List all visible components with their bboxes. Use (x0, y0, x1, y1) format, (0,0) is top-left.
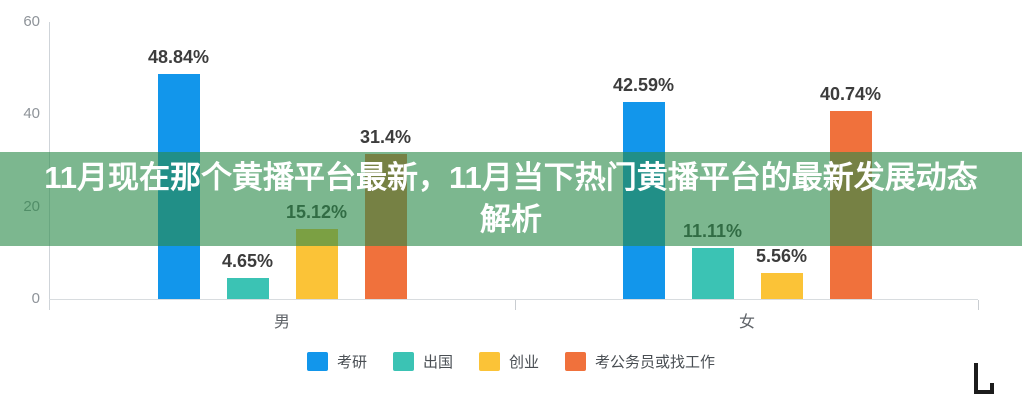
y-axis-tick-label: 40 (23, 105, 40, 123)
bar-value-label: 31.4% (359, 127, 412, 148)
banner-title-line1: 11月现在那个黄播平台最新，11月当下热门黄播平台的最新发展动态 (44, 160, 978, 195)
corner-mark-glyph (974, 363, 994, 394)
legend-item: 出国 (392, 351, 453, 372)
bar-value-label: 4.65% (221, 250, 274, 271)
bar-value-label: 42.59% (612, 75, 675, 96)
bar-value-label: 5.56% (755, 246, 808, 267)
corner-mark-stroke (990, 383, 994, 394)
legend-label: 考研 (336, 354, 367, 371)
title-banner: 11月现在那个黄播平台最新，11月当下热门黄播平台的最新发展动态 解析 (0, 152, 1022, 246)
bar (760, 273, 803, 299)
legend-label: 创业 (509, 354, 540, 371)
legend-swatch (392, 352, 414, 371)
legend-item: 考公务员或找工作 (565, 351, 715, 372)
legend-label: 出国 (422, 354, 453, 371)
legend-item: 创业 (479, 351, 539, 372)
bar-value-label: 48.84% (147, 46, 210, 67)
legend-swatch (306, 352, 328, 371)
y-axis-tick-label: 60 (23, 13, 40, 30)
y-axis-tick-label: 0 (31, 290, 40, 307)
corner-mark-stroke (974, 390, 993, 394)
chart-legend: 考研 出国 创业 考公务员或找工作 (0, 351, 1022, 372)
x-axis-tick (978, 300, 979, 310)
x-axis (49, 299, 978, 300)
bar (226, 277, 269, 299)
category-label: 男 (273, 314, 290, 331)
legend-label: 考公务员或找工作 (595, 354, 716, 371)
x-axis-tick (515, 300, 516, 310)
legend-item: 考研 (306, 351, 367, 372)
corner-mark-stroke (974, 363, 978, 394)
bar-value-label: 40.74% (819, 83, 882, 104)
bar (691, 247, 734, 299)
legend-swatch (565, 352, 587, 371)
category-label: 女 (738, 314, 755, 331)
legend-swatch (479, 352, 500, 371)
banner-title-line2: 解析 (480, 202, 542, 237)
